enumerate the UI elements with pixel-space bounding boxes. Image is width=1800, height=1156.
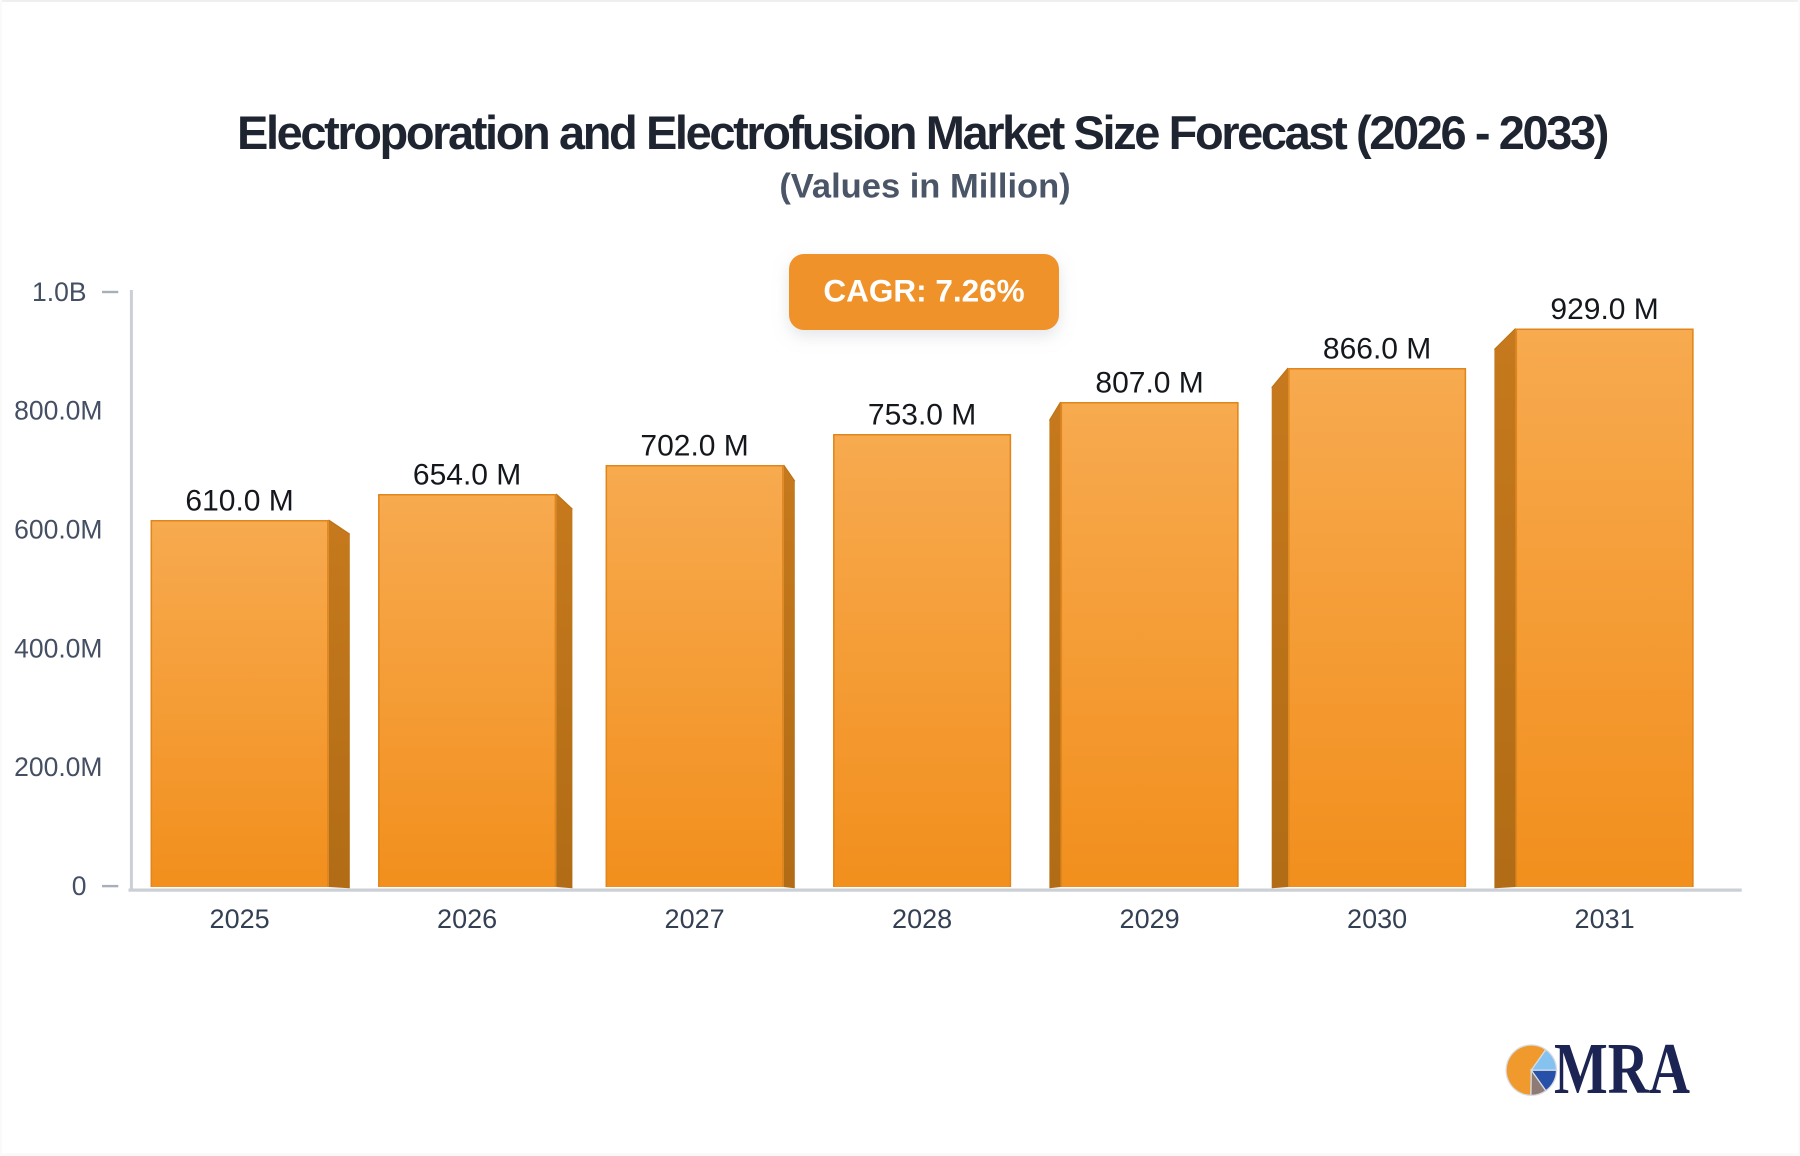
svg-text:0: 0 xyxy=(72,871,87,901)
svg-text:1.0B: 1.0B xyxy=(32,277,87,307)
svg-text:400.0M: 400.0M xyxy=(14,633,102,663)
svg-text:929.0 M: 929.0 M xyxy=(1550,293,1658,326)
svg-text:866.0 M: 866.0 M xyxy=(1323,333,1431,366)
svg-text:2026: 2026 xyxy=(437,904,497,934)
svg-text:2028: 2028 xyxy=(892,904,952,934)
svg-text:Electroporation and Electrofus: Electroporation and Electrofusion Market… xyxy=(237,106,1608,159)
svg-text:CAGR: 7.26%: CAGR: 7.26% xyxy=(823,273,1024,309)
svg-text:200.0M: 200.0M xyxy=(14,752,102,782)
svg-text:MRA: MRA xyxy=(1554,1029,1690,1109)
svg-text:(Values in Million): (Values in Million) xyxy=(779,168,1070,206)
svg-text:2030: 2030 xyxy=(1347,904,1407,934)
svg-text:600.0M: 600.0M xyxy=(14,515,102,545)
svg-text:2027: 2027 xyxy=(665,904,725,934)
svg-text:2025: 2025 xyxy=(210,904,270,934)
svg-text:702.0 M: 702.0 M xyxy=(640,430,748,463)
svg-text:807.0 M: 807.0 M xyxy=(1095,367,1203,400)
svg-text:654.0 M: 654.0 M xyxy=(413,459,521,492)
svg-text:2029: 2029 xyxy=(1120,904,1180,934)
svg-text:2031: 2031 xyxy=(1575,904,1635,934)
svg-text:610.0 M: 610.0 M xyxy=(185,485,293,518)
svg-text:800.0M: 800.0M xyxy=(14,396,102,426)
svg-text:753.0 M: 753.0 M xyxy=(868,399,976,432)
